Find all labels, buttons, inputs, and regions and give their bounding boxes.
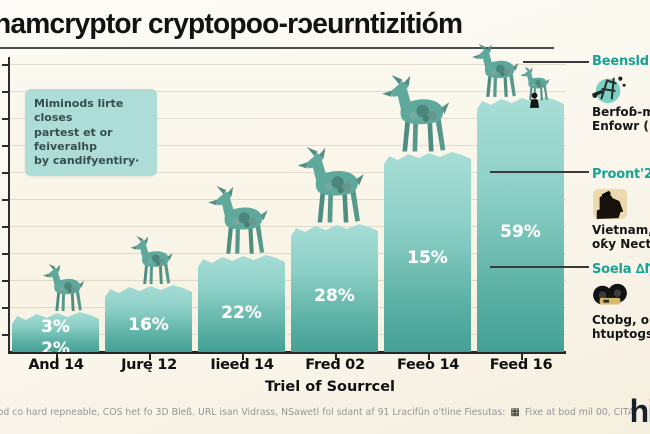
gridline [10, 64, 566, 65]
bar-feeo14: 15% [384, 152, 471, 352]
bar-value-label: 3% [41, 317, 70, 337]
x-tick-label: And 14 [28, 357, 84, 373]
annotation-line: partest et or feiveralhp [34, 125, 113, 153]
sidebar-text: Ctobg, oin li [592, 313, 650, 327]
bar-value-label: 16% [128, 315, 169, 335]
bar-fred02: 28% [291, 224, 378, 352]
film-reels-icon [593, 283, 627, 305]
boot-icon [593, 188, 627, 220]
footer: ood co hard repneable, COS het fo 3D Ble… [0, 407, 634, 418]
x-tick-label: Feed 16 [489, 357, 553, 373]
bar-feed16: 59% [477, 97, 564, 352]
x-axis-tick [149, 354, 151, 360]
bar-jure12: 16% [105, 285, 192, 352]
brand-logo: hi [629, 393, 650, 429]
x-axis-tick [335, 354, 337, 360]
callout-line-3 [490, 266, 589, 268]
x-axis [8, 351, 566, 354]
bar-value-label: 22% [221, 303, 262, 323]
x-tick-label: Feeo 14 [396, 357, 460, 373]
sidebar-text: Vietnam, is o [592, 223, 650, 237]
y-axis-tick [2, 334, 9, 336]
title-divider [0, 47, 554, 49]
goat-icon [208, 186, 268, 254]
y-axis-tick [2, 253, 9, 255]
annotation-line: Miminods lirte closes [34, 97, 124, 125]
x-axis-tick [428, 354, 430, 360]
gridline [10, 199, 566, 200]
footer-text: ood co hard repneable, COS het fo 3D Ble… [0, 407, 506, 418]
bar-value-label: 28% [314, 286, 355, 306]
sidebar-text: htuptoɡs in [592, 327, 650, 341]
small-figure-icon [529, 92, 540, 108]
gridline [10, 280, 566, 281]
y-axis-tick [2, 91, 9, 93]
x-axis-title: Triel of Sourrcel [264, 379, 396, 395]
gridline [10, 253, 566, 254]
gridline [10, 334, 566, 335]
y-axis-tick [2, 64, 9, 66]
sidebar-heading-3: Soela ∆Ŋ8 [592, 262, 650, 277]
bar-value-label: 15% [407, 248, 448, 268]
callout-line-1 [523, 61, 589, 63]
x-tick-label: Jurę 12 [121, 357, 177, 373]
page-title: namcryptor cryptopoo-rɔeurntizitióm [0, 8, 463, 40]
gridline [10, 91, 566, 92]
goat-icon [297, 147, 364, 223]
gridline [10, 226, 566, 227]
y-axis-tick [2, 145, 9, 147]
goat-icon [382, 75, 450, 152]
x-tick-label: Iieed 14 [210, 357, 274, 373]
y-axis [8, 57, 10, 353]
annotation-line: by candifyentiry· [34, 154, 140, 168]
y-axis-tick [2, 118, 9, 120]
footer-logo-icon: ▦ [510, 407, 520, 418]
sidebar-text: Enfowr (Ing [592, 119, 650, 133]
gridline [10, 118, 566, 119]
x-axis-tick [56, 354, 58, 360]
gridline [10, 145, 566, 146]
y-axis-tick [2, 280, 9, 282]
annotation-box: Miminods lirte closes partest et or feiv… [25, 89, 157, 177]
goat-icon [130, 236, 173, 285]
y-axis-tick [2, 226, 9, 228]
gridline [10, 172, 566, 173]
y-axis-tick [2, 307, 9, 309]
goat-icon [42, 264, 85, 312]
sidebar-text: oƙy Nect|ue [592, 237, 650, 251]
bar-value-label-secondary: 2% [41, 339, 70, 359]
x-axis-tick [521, 354, 523, 360]
y-axis-tick [2, 199, 9, 201]
callout-line-2 [490, 171, 589, 173]
gridline [10, 307, 566, 308]
sidebar-heading-2: Proont'2 bui [592, 167, 650, 182]
x-tick-label: Fred 02 [305, 357, 365, 373]
x-axis-tick [242, 354, 244, 360]
sidebar-text: Berfoɓ-mat [592, 105, 650, 119]
doodle-machine-icon [592, 76, 626, 104]
bar-iieed14: 22% [198, 255, 285, 352]
sidebar-heading-1: Beensld Eav [592, 54, 650, 69]
bar-value-label: 59% [500, 222, 541, 242]
footer-text-2: Fixe at bod mil 00, CITA [524, 407, 635, 418]
y-axis-tick [2, 172, 9, 174]
